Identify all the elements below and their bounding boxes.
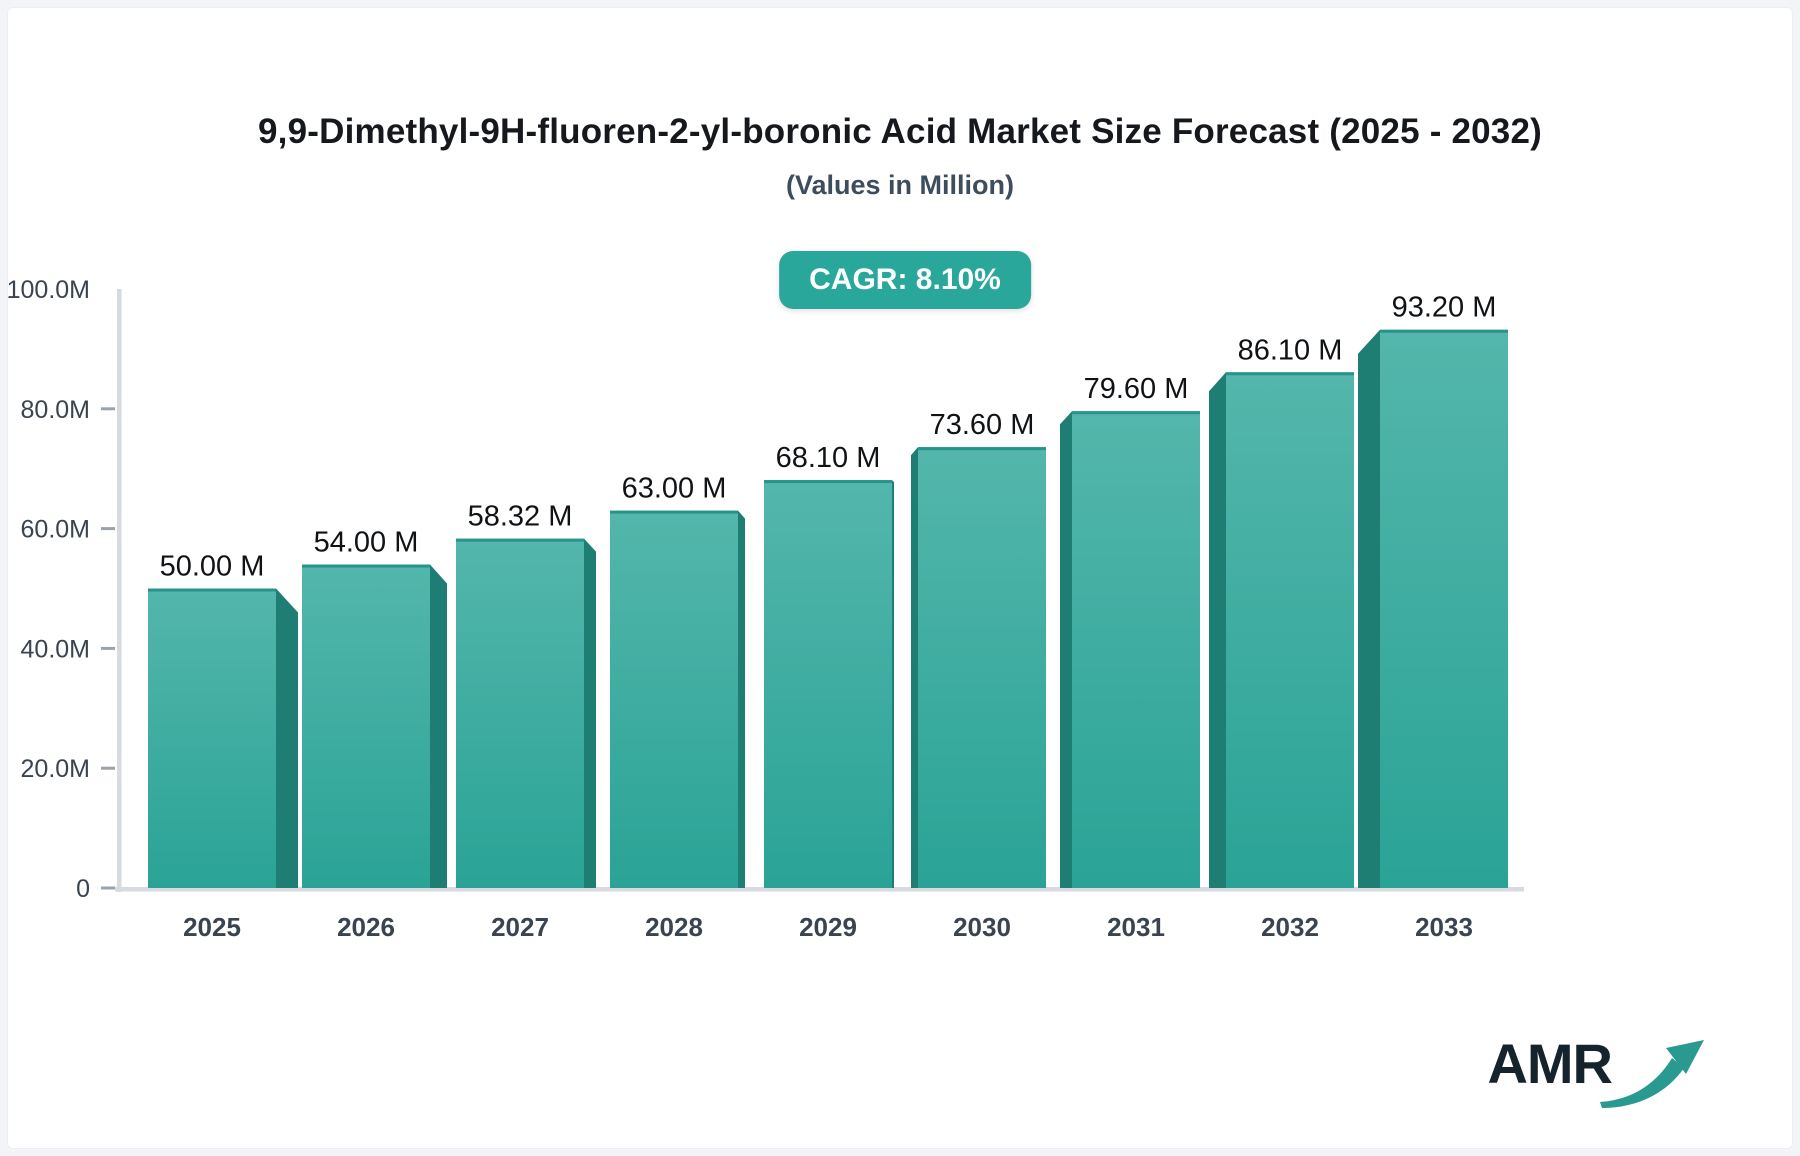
bar-top-edge: [764, 480, 892, 484]
bar-2028[interactable]: [610, 510, 745, 888]
bar-front-face: [610, 510, 738, 888]
bar-value-label: 58.32 M: [468, 501, 573, 533]
y-tick-label: 40.0M: [21, 635, 90, 663]
x-tick-label: 2025: [183, 912, 241, 942]
bar-side-face: [1209, 372, 1226, 888]
bar-2025[interactable]: [148, 588, 298, 889]
bar-top-edge: [1072, 411, 1200, 415]
bar-value-label: 86.10 M: [1238, 334, 1343, 366]
bar-2031[interactable]: [1060, 411, 1200, 888]
x-axis-line: [115, 887, 1524, 892]
x-tick-label: 2031: [1107, 912, 1165, 942]
bar-value-label: 50.00 M: [160, 551, 265, 583]
bar-top-edge: [610, 510, 738, 514]
chart-title: 9,9-Dimethyl-9H-fluoren-2-yl-boronic Aci…: [258, 112, 1542, 151]
bar-top-edge: [1380, 329, 1508, 333]
y-tick-label: 0: [76, 875, 90, 903]
bar-top-edge: [456, 538, 584, 542]
bar-2032[interactable]: [1209, 372, 1354, 888]
bar-side-face: [1358, 329, 1380, 888]
bar-value-label: 63.00 M: [622, 473, 727, 505]
bar-front-face: [302, 564, 430, 888]
amr-logo: AMR: [1487, 1036, 1708, 1114]
bar-chart: 0 20.0M 40.0M 60.0M 80.0M 100.0M 50.00 M 2025 54…: [7, 276, 1524, 942]
trend-up-arrow-icon: [1600, 1040, 1704, 1108]
bar-side-face: [892, 480, 894, 888]
y-tick-label: 80.0M: [21, 396, 90, 424]
bar-front-face: [148, 588, 276, 888]
bar-front-face: [764, 480, 892, 888]
x-tick-label: 2027: [491, 912, 549, 942]
bar-value-label: 79.60 M: [1084, 373, 1189, 405]
bar-side-face: [911, 447, 918, 888]
bar-2029[interactable]: [764, 480, 894, 888]
y-tick-label: 100.0M: [7, 276, 90, 304]
x-tick-label: 2029: [799, 912, 857, 942]
y-tick-label: 60.0M: [21, 516, 90, 544]
x-tick-label: 2026: [337, 912, 395, 942]
bar-2030[interactable]: [911, 447, 1046, 888]
bar-2033[interactable]: [1358, 329, 1508, 888]
bar-side-face: [430, 564, 447, 888]
bar-value-label: 54.00 M: [314, 527, 419, 559]
bar-value-label: 73.60 M: [930, 409, 1035, 441]
x-tick-label: 2028: [645, 912, 703, 942]
bar-side-face: [276, 588, 298, 888]
bar-top-edge: [148, 588, 276, 592]
bar-side-face: [584, 538, 596, 888]
bar-value-label: 93.20 M: [1392, 292, 1497, 324]
cagr-badge: CAGR: 8.10%: [779, 251, 1031, 309]
bar-front-face: [1380, 329, 1508, 888]
bar-front-face: [456, 538, 584, 888]
bar-top-edge: [302, 564, 430, 568]
x-tick-label: 2030: [953, 912, 1011, 942]
bar-2026[interactable]: [302, 564, 447, 888]
chart-subtitle: (Values in Million): [785, 170, 1015, 200]
bar-top-edge: [918, 447, 1046, 451]
bar-side-face: [738, 510, 745, 888]
x-tick-label: 2033: [1415, 912, 1473, 942]
bar-side-face: [1060, 411, 1072, 888]
bar-front-face: [1226, 372, 1354, 888]
y-axis-line: [117, 289, 122, 892]
y-tick-label: 20.0M: [21, 755, 90, 783]
bar-2027[interactable]: [456, 538, 596, 888]
bar-front-face: [918, 447, 1046, 888]
amr-logo-text: AMR: [1487, 1032, 1613, 1095]
bar-top-edge: [1226, 372, 1354, 376]
bar-front-face: [1072, 411, 1200, 888]
bar-value-label: 68.10 M: [776, 442, 881, 474]
x-tick-label: 2032: [1261, 912, 1319, 942]
